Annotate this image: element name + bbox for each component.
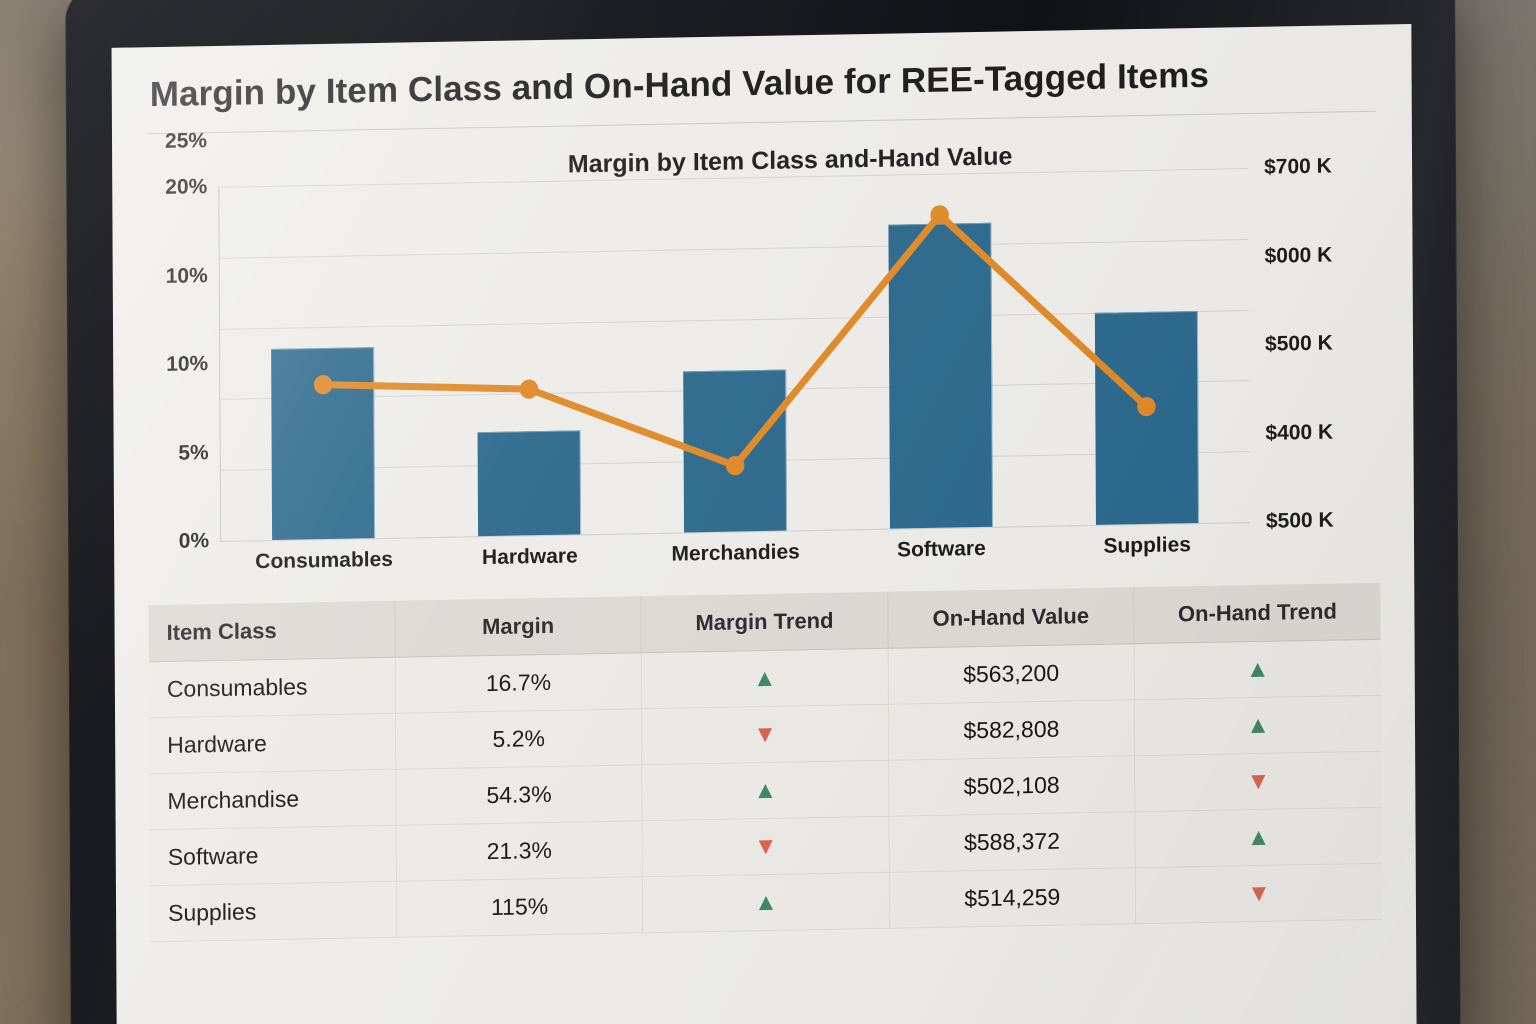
table-body: Consumables 16.7% ▲ $563,200 ▲ Hardware 5.2% ▼ $… (148, 639, 1383, 942)
on-hand-trend-cell: ▼ (1134, 751, 1382, 812)
on-hand-trend-cell: ▲ (1134, 695, 1382, 756)
on-hand-trend-cell: ▼ (1135, 863, 1383, 924)
trend-down-icon: ▼ (1246, 879, 1271, 908)
trend-up-icon: ▲ (753, 888, 778, 917)
trend-up-icon: ▲ (752, 664, 777, 693)
on-hand-value-cell: $582,808 (888, 699, 1135, 761)
plot-area-wrapper: 25% 20% 10% 10% 5% 0% $700 K $000 K $500 K $400 … (165, 129, 1417, 573)
y-axis-right-tick-label: $700 K (1264, 154, 1332, 179)
y-axis-left-tick-label: 20% (165, 175, 208, 199)
trend-up-icon: ▲ (1245, 655, 1270, 684)
item-class-cell: Software (149, 825, 397, 886)
data-table: Item Class Margin Margin Trend On-Hand Valu… (148, 582, 1383, 943)
y-axis-right-title: Glo Ironā /20 (1412, 273, 1417, 384)
table-column-header[interactable]: On-Hand Value (887, 587, 1135, 649)
y-axis-left-tick-label: 0% (178, 529, 210, 553)
on-hand-value-cell: $514,259 (888, 867, 1136, 929)
margin-trend-cell: ▼ (641, 704, 889, 765)
table-column-header[interactable]: Margin Trend (641, 591, 888, 653)
line-marker (930, 205, 949, 225)
y-axis-left-tick-label: 10% (166, 352, 209, 376)
line-marker (313, 375, 333, 395)
item-class-cell: Hardware (149, 713, 396, 774)
trend-up-icon: ▲ (1246, 823, 1271, 852)
line-series (313, 205, 1156, 476)
margin-cell: 54.3% (395, 764, 643, 826)
trend-line (322, 211, 1146, 473)
chart-container: Margin by Item Class and-Hand Value 25% 2… (146, 118, 1417, 596)
margin-trend-cell: ▲ (642, 872, 890, 933)
y-axis-left-tick-label: 10% (165, 263, 208, 288)
on-hand-value-cell: $588,372 (888, 811, 1136, 873)
trend-down-icon: ▼ (1246, 767, 1271, 796)
trend-down-icon: ▼ (753, 832, 778, 861)
line-marker (1137, 396, 1156, 417)
margin-cell: 115% (396, 876, 643, 938)
y-axis-right-tick-label: $000 K (1264, 243, 1333, 268)
y-axis-left-tick-label: 25% (164, 129, 208, 153)
y-axis-right-tick-label: $400 K (1265, 420, 1334, 445)
on-hand-trend-cell: ▲ (1134, 639, 1381, 700)
on-hand-value-cell: $563,200 (887, 643, 1135, 705)
page-title: Margin by Item Class and On-Hand Value f… (149, 55, 1210, 115)
item-class-cell: Consumables (148, 657, 396, 718)
table-column-header[interactable]: Margin (394, 596, 642, 658)
trend-down-icon: ▼ (753, 720, 778, 749)
tablet-device-bezel: Margin by Item Class and On-Hand Value f… (65, 0, 1461, 1024)
table-column-header[interactable]: Item Class (148, 600, 396, 662)
y-axis-right-tick-label: $500 K (1265, 508, 1334, 533)
margin-cell: 5.2% (395, 708, 643, 770)
screen: Margin by Item Class and On-Hand Value f… (111, 24, 1417, 1024)
margin-trend-cell: ▲ (642, 760, 889, 821)
table-column-header[interactable]: On-Hand Trend (1133, 582, 1381, 644)
y-axis-right-tick-label: $500 K (1264, 331, 1333, 356)
trend-up-icon: ▲ (753, 776, 778, 805)
on-hand-value-cell: $502,108 (888, 755, 1136, 817)
margin-cell: 16.7% (395, 652, 642, 714)
item-class-cell: Supplies (149, 881, 397, 942)
item-class-cell: Merchandise (149, 769, 396, 830)
on-hand-trend-cell: ▲ (1135, 807, 1382, 868)
line-marker (519, 379, 539, 399)
plot-area: 25% 20% 10% 10% 5% 0% $700 K $000 K $500 K $400 … (165, 129, 1334, 573)
margin-cell: 21.3% (395, 820, 643, 882)
margin-trend-cell: ▼ (642, 816, 889, 877)
trend-up-icon: ▲ (1246, 711, 1270, 740)
line-marker (725, 455, 745, 476)
y-axis-left-tick-label: 5% (178, 440, 209, 465)
margin-trend-cell: ▲ (641, 648, 889, 709)
